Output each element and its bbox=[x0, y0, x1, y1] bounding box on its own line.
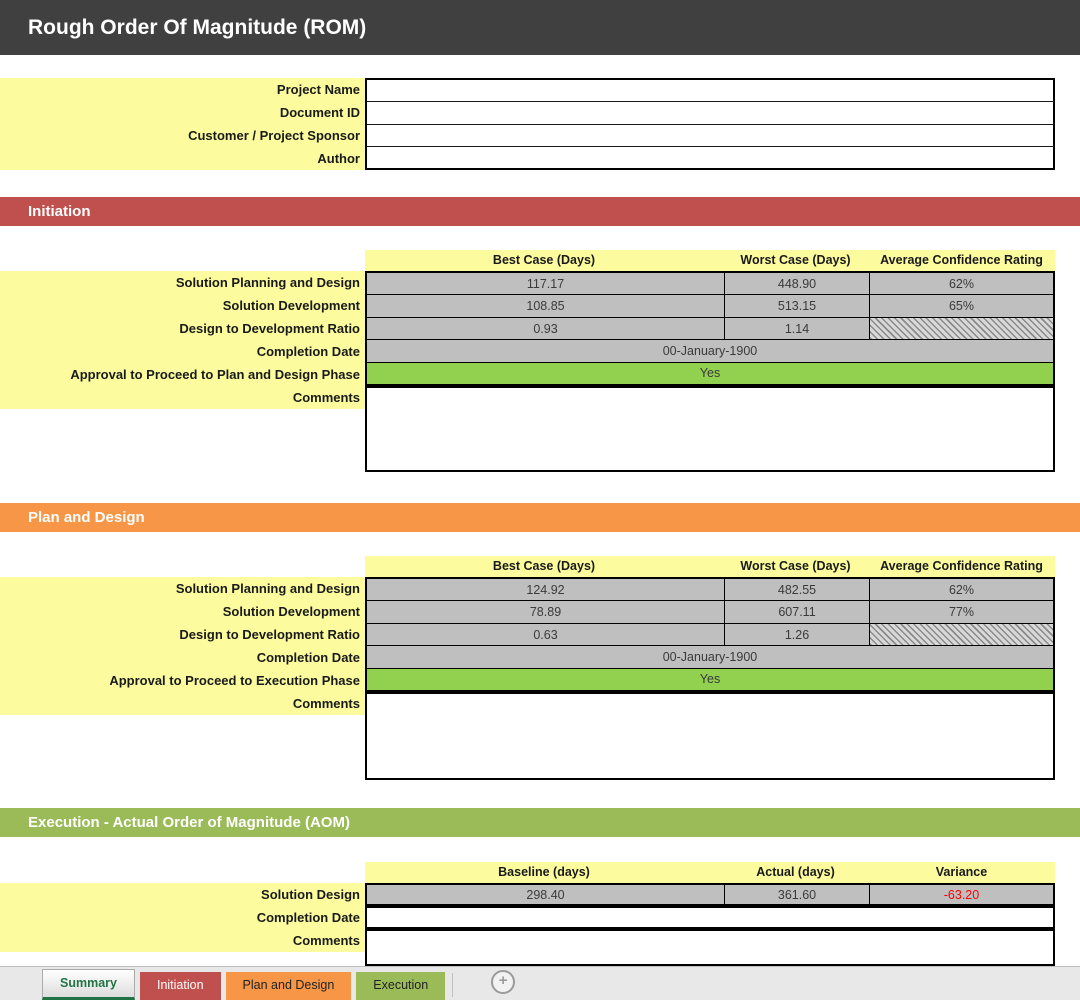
worst-case-header: Worst Case (Days) bbox=[740, 253, 851, 267]
approval-cell[interactable]: Yes bbox=[367, 668, 1053, 691]
confidence-cell[interactable]: 62% bbox=[870, 273, 1053, 295]
execution-label-panel: Solution Design Completion Date Comments bbox=[0, 883, 365, 952]
row-label-ratio: Design to Development Ratio bbox=[179, 321, 360, 336]
execution-completion-date-input[interactable] bbox=[365, 906, 1055, 929]
row-label-solution-design: Solution Design bbox=[261, 887, 360, 902]
row-label-completion-date: Completion Date bbox=[256, 910, 360, 925]
initiation-column-headers: Best Case (Days) Worst Case (Days) Avera… bbox=[365, 250, 1055, 271]
execution-data-table: 298.40 361.60 -63.20 bbox=[365, 883, 1055, 906]
confidence-cell[interactable]: 62% bbox=[870, 579, 1053, 601]
row-label-development: Solution Development bbox=[222, 604, 360, 619]
worst-case-cell[interactable]: 607.11 bbox=[725, 601, 870, 623]
row-label-comments: Comments bbox=[292, 933, 360, 948]
initiation-data-table: 117.17 448.90 62% 108.85 513.15 65% 0.93… bbox=[365, 271, 1055, 386]
tab-summary[interactable]: Summary bbox=[42, 969, 135, 1000]
execution-column-headers: Baseline (days) Actual (days) Variance bbox=[365, 862, 1055, 883]
form-label-panel: Project Name Document ID Customer / Proj… bbox=[0, 78, 365, 170]
row-label-approval: Approval to Proceed to Execution Phase bbox=[109, 673, 360, 688]
worst-case-cell[interactable]: 1.26 bbox=[725, 623, 870, 646]
sheet-tab-bar: Summary Initiation Plan and Design Execu… bbox=[0, 966, 1080, 1000]
worst-case-cell[interactable]: 448.90 bbox=[725, 273, 870, 295]
worst-case-cell[interactable]: 482.55 bbox=[725, 579, 870, 601]
actual-cell[interactable]: 361.60 bbox=[725, 885, 870, 904]
row-label-ratio: Design to Development Ratio bbox=[179, 627, 360, 642]
section-header-execution: Execution - Actual Order of Magnitude (A… bbox=[0, 808, 1080, 837]
baseline-header: Baseline (days) bbox=[498, 865, 590, 879]
sheet-tabs: Summary Initiation Plan and Design Execu… bbox=[42, 967, 516, 1000]
author-label: Author bbox=[317, 151, 360, 166]
row-label-planning-design: Solution Planning and Design bbox=[175, 275, 360, 290]
completion-date-cell[interactable]: 00-January-1900 bbox=[367, 646, 1053, 668]
completion-date-row: 00-January-1900 bbox=[367, 340, 1053, 363]
best-case-cell[interactable]: 117.17 bbox=[367, 273, 725, 295]
page-title: Rough Order Of Magnitude (ROM) bbox=[0, 0, 1080, 55]
tab-plan-and-design[interactable]: Plan and Design bbox=[225, 972, 352, 1000]
customer-sponsor-label: Customer / Project Sponsor bbox=[188, 128, 360, 143]
best-case-cell[interactable]: 108.85 bbox=[367, 295, 725, 317]
variance-header: Variance bbox=[935, 865, 988, 879]
completion-date-cell[interactable]: 00-January-1900 bbox=[367, 340, 1053, 362]
variance-cell[interactable]: -63.20 bbox=[870, 885, 1053, 904]
execution-comments-box[interactable] bbox=[365, 929, 1055, 966]
best-case-cell[interactable]: 0.93 bbox=[367, 317, 725, 340]
plan-label-panel: Solution Planning and Design Solution De… bbox=[0, 577, 365, 715]
row-label-comments: Comments bbox=[292, 696, 360, 711]
project-name-label: Project Name bbox=[276, 82, 360, 97]
table-row: 298.40 361.60 -63.20 bbox=[367, 885, 1053, 904]
table-row: 0.93 1.14 bbox=[367, 317, 1053, 341]
project-name-input[interactable] bbox=[367, 80, 1053, 103]
row-label-development: Solution Development bbox=[222, 298, 360, 313]
row-label-completion-date: Completion Date bbox=[256, 650, 360, 665]
plan-comments-box[interactable] bbox=[365, 692, 1055, 780]
confidence-header: Average Confidence Rating bbox=[880, 559, 1043, 573]
blocked-cell bbox=[870, 623, 1053, 646]
document-id-label: Document ID bbox=[279, 105, 360, 120]
best-case-header: Best Case (Days) bbox=[492, 253, 596, 267]
best-case-cell[interactable]: 0.63 bbox=[367, 623, 725, 646]
plan-column-headers: Best Case (Days) Worst Case (Days) Avera… bbox=[365, 556, 1055, 577]
tab-divider bbox=[452, 973, 454, 997]
initiation-comments-box[interactable] bbox=[365, 386, 1055, 472]
section-header-plan-and-design: Plan and Design bbox=[0, 503, 1080, 532]
customer-sponsor-input[interactable] bbox=[367, 124, 1053, 147]
table-row: 0.63 1.26 bbox=[367, 623, 1053, 647]
table-row: 108.85 513.15 65% bbox=[367, 295, 1053, 318]
approval-cell[interactable]: Yes bbox=[367, 362, 1053, 385]
row-label-planning-design: Solution Planning and Design bbox=[175, 581, 360, 596]
worst-case-cell[interactable]: 1.14 bbox=[725, 317, 870, 340]
table-row: 117.17 448.90 62% bbox=[367, 273, 1053, 296]
author-input[interactable] bbox=[367, 146, 1053, 168]
blocked-cell bbox=[870, 317, 1053, 340]
section-header-initiation: Initiation bbox=[0, 197, 1080, 226]
initiation-label-panel: Solution Planning and Design Solution De… bbox=[0, 271, 365, 409]
table-row: 124.92 482.55 62% bbox=[367, 579, 1053, 602]
best-case-cell[interactable]: 78.89 bbox=[367, 601, 725, 623]
worst-case-header: Worst Case (Days) bbox=[740, 559, 851, 573]
row-label-completion-date: Completion Date bbox=[256, 344, 360, 359]
confidence-cell[interactable]: 65% bbox=[870, 295, 1053, 317]
confidence-header: Average Confidence Rating bbox=[880, 253, 1043, 267]
best-case-cell[interactable]: 124.92 bbox=[367, 579, 725, 601]
row-label-approval: Approval to Proceed to Plan and Design P… bbox=[70, 367, 360, 382]
table-row: 78.89 607.11 77% bbox=[367, 601, 1053, 624]
tab-execution[interactable]: Execution bbox=[356, 972, 446, 1000]
form-input-table bbox=[365, 78, 1055, 170]
worst-case-cell[interactable]: 513.15 bbox=[725, 295, 870, 317]
completion-date-row: 00-January-1900 bbox=[367, 646, 1053, 669]
plan-data-table: 124.92 482.55 62% 78.89 607.11 77% 0.63 … bbox=[365, 577, 1055, 692]
add-sheet-icon[interactable]: + bbox=[491, 970, 516, 994]
approval-row: Yes bbox=[367, 362, 1053, 385]
row-label-comments: Comments bbox=[292, 390, 360, 405]
confidence-cell[interactable]: 77% bbox=[870, 601, 1053, 623]
actual-header: Actual (days) bbox=[756, 865, 835, 879]
best-case-header: Best Case (Days) bbox=[492, 559, 596, 573]
document-id-input[interactable] bbox=[367, 102, 1053, 125]
tab-initiation[interactable]: Initiation bbox=[139, 972, 221, 1000]
baseline-cell[interactable]: 298.40 bbox=[367, 885, 725, 904]
approval-row: Yes bbox=[367, 668, 1053, 691]
